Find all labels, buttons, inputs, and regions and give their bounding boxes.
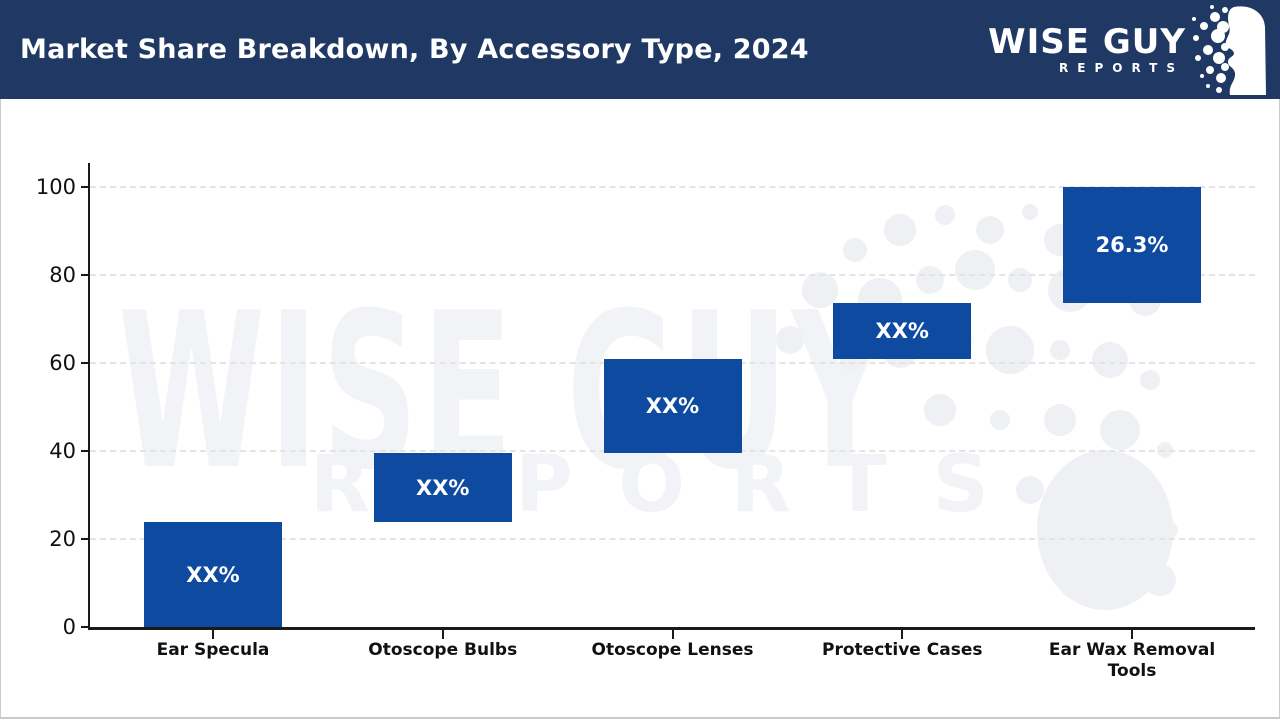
y-tick-label: 80 <box>49 263 76 287</box>
y-tick-label: 60 <box>49 351 76 375</box>
y-tick <box>81 274 88 276</box>
brand-name: WISE GUY <box>988 21 1186 62</box>
y-tick <box>81 186 88 188</box>
brand-logo: WISE GUY REPORTS <box>988 4 1266 95</box>
y-tick-label: 20 <box>49 527 76 551</box>
brand-logo-text: WISE GUY REPORTS <box>988 24 1186 76</box>
gridline <box>90 186 1255 188</box>
y-tick <box>81 538 88 540</box>
y-tick <box>81 362 88 364</box>
bar-value-label: XX% <box>186 562 240 587</box>
x-tick-label: Protective Cases <box>822 640 983 660</box>
x-tick-label: Otoscope Lenses <box>591 640 754 660</box>
y-tick <box>81 626 88 628</box>
header-bar: Market Share Breakdown, By Accessory Typ… <box>0 0 1280 99</box>
page-title: Market Share Breakdown, By Accessory Typ… <box>20 34 809 65</box>
bar: XX% <box>603 359 742 454</box>
x-tick-label: Otoscope Bulbs <box>368 640 518 660</box>
x-tick <box>901 630 904 639</box>
bar: 26.3% <box>1063 187 1201 303</box>
x-tick <box>212 630 214 639</box>
bar: XX% <box>144 522 282 627</box>
x-tick-label: Ear Specula <box>156 640 270 660</box>
plot-area: 0 20 40 60 80 100 XX% Ear Specula XX% Otoscope Bu… <box>36 163 1255 681</box>
x-tick <box>1131 630 1133 639</box>
x-tick <box>671 630 674 639</box>
brand-subtitle: REPORTS <box>1059 60 1184 75</box>
bar-value-label: 26.3% <box>1095 232 1169 257</box>
bar: XX% <box>833 302 972 360</box>
gridline <box>90 538 1255 540</box>
bar-value-label: XX% <box>416 475 470 500</box>
gridline <box>90 274 1255 276</box>
y-tick-label: 0 <box>62 615 76 639</box>
y-tick-label: 100 <box>35 175 76 199</box>
x-tick-label: Ear Wax Removal Tools <box>1048 640 1216 681</box>
bar-value-label: XX% <box>645 394 700 419</box>
x-tick <box>441 630 444 639</box>
y-tick-label: 40 <box>49 439 76 463</box>
bar-value-label: XX% <box>875 319 929 344</box>
brand-face-icon <box>1192 4 1266 95</box>
y-tick <box>81 450 88 452</box>
bar: XX% <box>373 453 512 523</box>
